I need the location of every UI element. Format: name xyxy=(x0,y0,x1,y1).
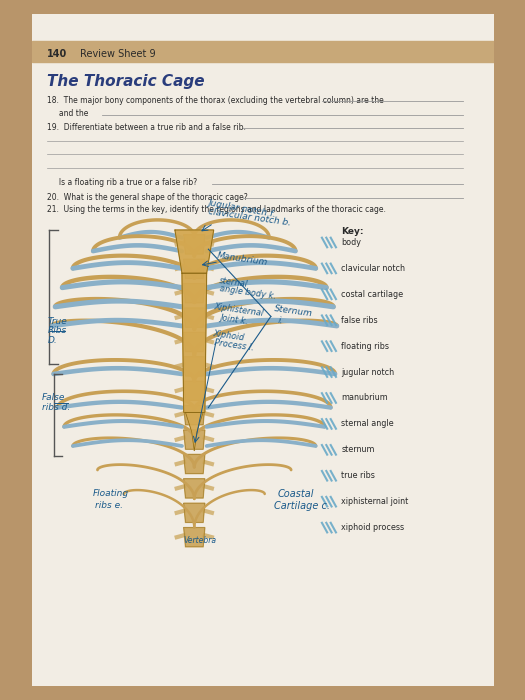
Text: Cartilage c.: Cartilage c. xyxy=(274,501,330,512)
Text: 20.  What is the general shape of the thoracic cage?: 20. What is the general shape of the tho… xyxy=(47,193,248,202)
Text: and the: and the xyxy=(47,109,89,118)
Text: Floating: Floating xyxy=(93,489,129,498)
Text: Vertebra: Vertebra xyxy=(184,536,217,545)
Text: False: False xyxy=(42,393,66,402)
Text: body: body xyxy=(341,238,361,247)
Polygon shape xyxy=(184,454,205,474)
Text: 19.  Differentiate between a true rib and a false rib.: 19. Differentiate between a true rib and… xyxy=(47,122,246,132)
Text: Is a floating rib a true or a false rib?: Is a floating rib a true or a false rib? xyxy=(47,178,197,188)
Text: Jugular notch f.: Jugular notch f. xyxy=(207,197,277,218)
Text: sternal: sternal xyxy=(219,276,249,289)
Text: Ribs: Ribs xyxy=(47,326,67,335)
Polygon shape xyxy=(184,430,205,449)
Text: Review Sheet 9: Review Sheet 9 xyxy=(80,49,155,60)
Text: xiphisternal joint: xiphisternal joint xyxy=(341,497,408,506)
Text: false ribs: false ribs xyxy=(341,316,378,325)
Text: jugular notch: jugular notch xyxy=(341,368,394,377)
Text: clavicular notch: clavicular notch xyxy=(341,264,405,273)
Polygon shape xyxy=(184,284,205,303)
Polygon shape xyxy=(184,332,205,351)
Text: Process l.: Process l. xyxy=(214,338,254,352)
Text: 21.  Using the terms in the key, identify the regions and landmarks of the thora: 21. Using the terms in the key, identify… xyxy=(47,205,386,214)
Polygon shape xyxy=(184,503,205,522)
Text: Joint k.: Joint k. xyxy=(219,313,248,326)
Text: Xiphoid: Xiphoid xyxy=(212,329,245,342)
Polygon shape xyxy=(184,259,205,279)
Text: 18.  The major bony components of the thorax (excluding the vertebral column) ar: 18. The major bony components of the tho… xyxy=(47,96,384,105)
Text: D.: D. xyxy=(47,336,57,345)
Polygon shape xyxy=(184,405,205,425)
Text: clavicular notch b.: clavicular notch b. xyxy=(207,206,291,227)
Text: i.: i. xyxy=(278,316,285,326)
Text: 140: 140 xyxy=(47,49,68,60)
Text: floating ribs: floating ribs xyxy=(341,342,389,351)
Polygon shape xyxy=(184,234,205,254)
Text: xiphoid process: xiphoid process xyxy=(341,523,404,532)
Text: true ribs: true ribs xyxy=(341,471,375,480)
Text: Coastal: Coastal xyxy=(278,489,314,499)
Polygon shape xyxy=(184,479,205,498)
Text: manubrium: manubrium xyxy=(341,393,388,402)
Polygon shape xyxy=(175,230,214,273)
Text: True: True xyxy=(47,316,67,326)
Text: ribs d.: ribs d. xyxy=(42,403,70,412)
Text: angle body k.: angle body k. xyxy=(219,284,277,301)
Text: costal cartilage: costal cartilage xyxy=(341,290,403,299)
Polygon shape xyxy=(184,357,205,376)
Text: Xiphisternal: Xiphisternal xyxy=(214,302,265,318)
Text: Key:: Key: xyxy=(341,227,364,236)
Text: Manubrium: Manubrium xyxy=(216,251,268,267)
Polygon shape xyxy=(185,412,203,451)
Polygon shape xyxy=(184,528,205,547)
Text: ribs e.: ribs e. xyxy=(95,501,123,510)
Bar xyxy=(32,41,493,62)
Polygon shape xyxy=(182,273,207,412)
Text: Sternum: Sternum xyxy=(274,304,313,318)
Text: The Thoracic Cage: The Thoracic Cage xyxy=(47,74,205,89)
Polygon shape xyxy=(184,382,205,400)
Text: sternal angle: sternal angle xyxy=(341,419,394,428)
Text: sternum: sternum xyxy=(341,445,375,454)
Polygon shape xyxy=(184,308,205,327)
